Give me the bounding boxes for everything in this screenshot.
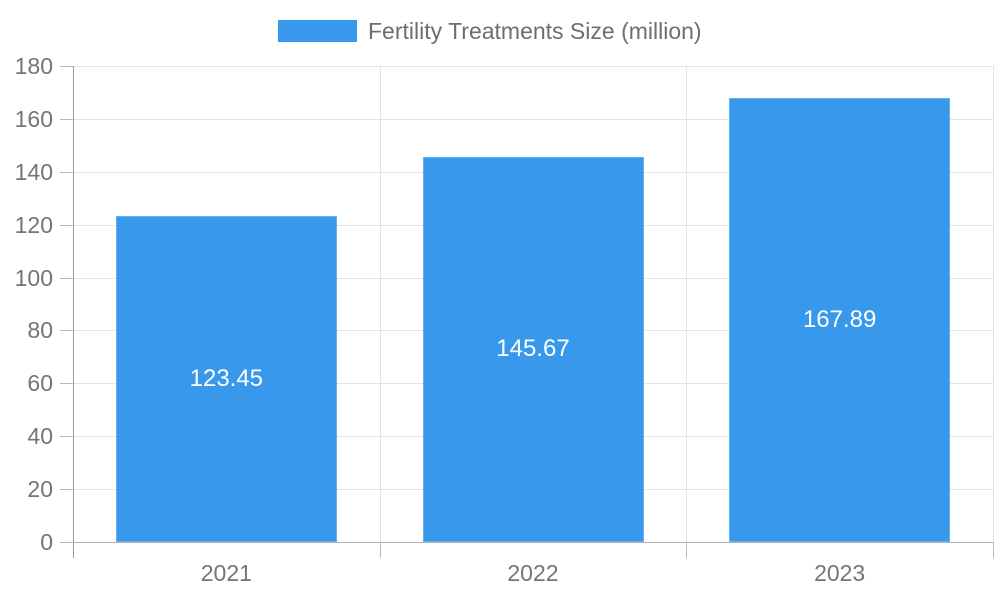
gridline-y-180 [73,66,993,67]
bar-2021 [115,215,337,542]
y-tick-140 [60,171,73,173]
bar-value-label: 123.45 [189,364,264,392]
y-tick-160 [60,118,73,120]
y-axis-line [73,66,74,558]
x-tick-1 [379,542,381,558]
y-tick-60 [60,383,73,385]
y-tick-20 [60,489,73,491]
gridline-x-1 [379,66,381,542]
y-axis-tick-label: 140 [14,158,53,185]
legend-label: Fertility Treatments Size (million) [368,18,702,44]
y-axis-tick-label: 80 [27,317,53,344]
y-tick-100 [60,277,73,279]
y-axis-tick-label: 0 [40,529,53,555]
bar-2022 [422,156,644,542]
y-tick-0 [60,542,73,543]
bar-value-label: 167.89 [802,306,877,333]
x-tick-2 [686,542,688,558]
legend-swatch [278,20,357,42]
x-tick-3 [993,542,994,558]
y-axis-tick-label: 160 [14,105,53,132]
bar-2023 [729,98,951,542]
y-axis-tick-label: 60 [27,370,53,397]
y-tick-40 [60,436,73,438]
bar-value-label: 145.67 [496,335,570,363]
x-axis-line [73,542,993,543]
y-axis-tick-label: 100 [14,264,53,291]
gridline-x-3 [993,66,994,542]
gridline-y-160 [73,118,993,120]
x-axis-label: 2022 [507,560,559,586]
x-axis-label: 2021 [200,560,252,586]
x-axis-label: 2023 [814,560,866,586]
gridline-x-2 [686,66,688,542]
y-axis-tick-label: 180 [14,53,53,79]
y-axis-tick-label: 120 [14,211,53,238]
y-axis-tick-label: 40 [27,423,53,450]
y-axis-tick-label: 20 [27,476,53,503]
y-tick-180 [60,66,73,67]
y-tick-80 [60,330,73,332]
y-tick-120 [60,224,73,226]
